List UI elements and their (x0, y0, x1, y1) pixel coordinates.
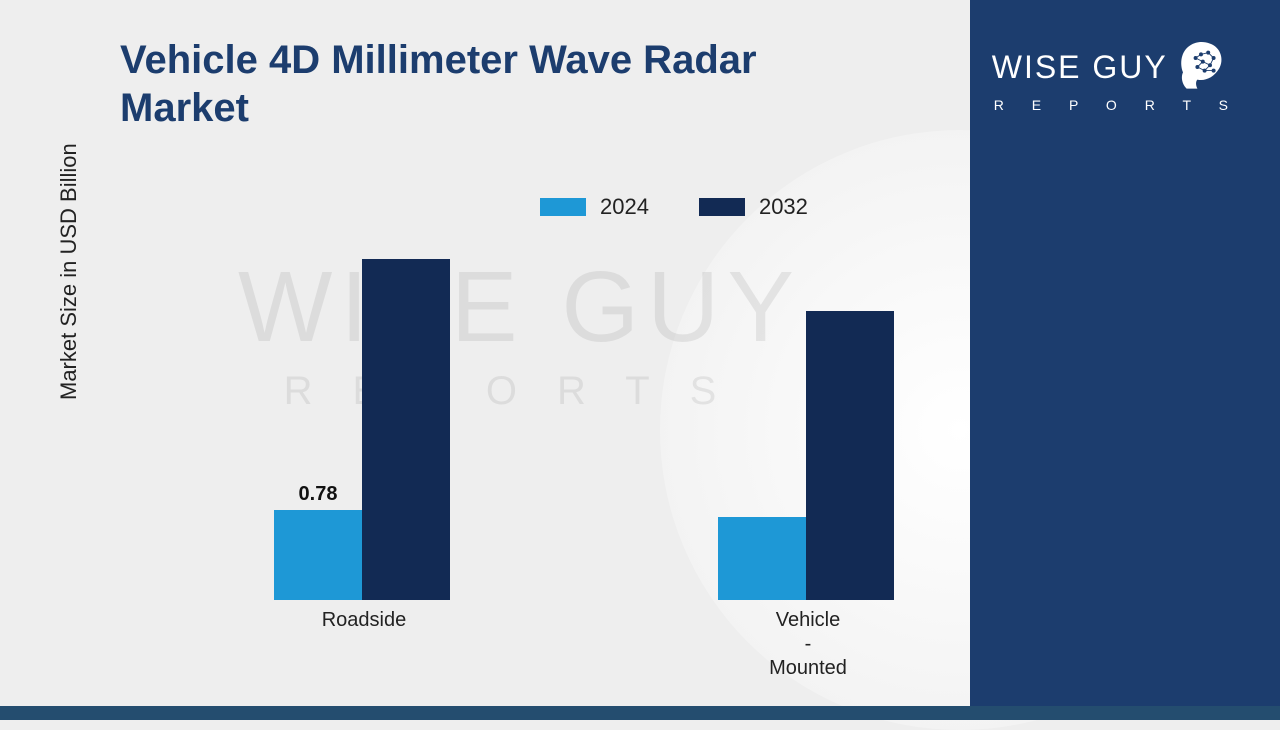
bar-value-label: 0.78 (274, 483, 362, 506)
legend-swatch (540, 198, 586, 216)
category-label: Roadside (264, 600, 464, 632)
bottom-bar (0, 706, 1280, 720)
category-label: Vehicle - Mounted (708, 600, 908, 680)
page: WISE GUY REPORTS WISE GUY R E P O R T S … (0, 0, 1280, 720)
bar (274, 510, 362, 600)
head-icon (1174, 40, 1228, 94)
bar (718, 517, 806, 600)
brand-logo: WISE GUY R E P O R T S (992, 40, 1240, 112)
legend-item: 2032 (699, 194, 808, 220)
logo-sub: R E P O R T S (994, 98, 1240, 112)
y-axis-label: Market Size in USD Billion (56, 143, 82, 400)
bar (362, 259, 450, 600)
logo-main-row: WISE GUY (992, 40, 1240, 94)
plot-area: 0.78RoadsideVehicle - Mounted (110, 230, 950, 670)
logo-text: WISE GUY (992, 51, 1168, 83)
legend-swatch (699, 198, 745, 216)
legend-item: 2024 (540, 194, 649, 220)
legend-label: 2032 (759, 194, 808, 220)
bar (806, 311, 894, 600)
chart-title: Vehicle 4D Millimeter Wave Radar Market (120, 36, 880, 132)
legend-label: 2024 (600, 194, 649, 220)
legend: 2024 2032 (540, 194, 808, 220)
